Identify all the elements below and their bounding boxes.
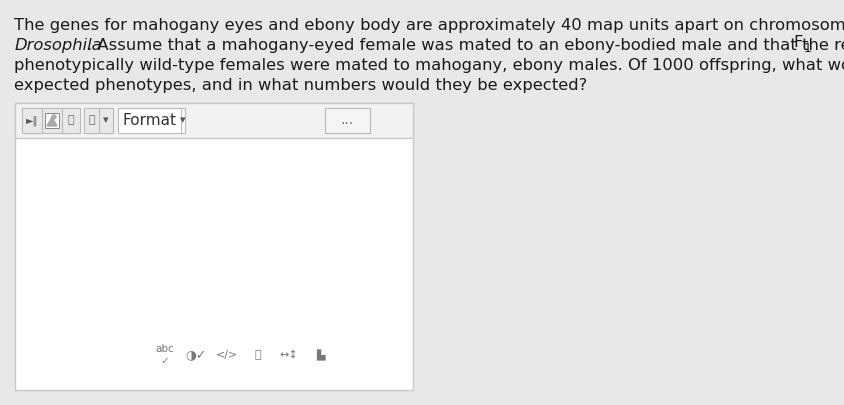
Bar (84, 108, 113, 133)
Bar (22, 108, 80, 133)
Bar (118, 108, 185, 133)
Text: ▾: ▾ (180, 115, 186, 126)
Bar (45, 113, 59, 128)
Text: phenotypically wild-type females were mated to mahogany, ebony males. Of 1000 of: phenotypically wild-type females were ma… (14, 58, 844, 73)
Text: expected phenotypes, and in what numbers would they be expected?: expected phenotypes, and in what numbers… (14, 78, 587, 93)
Text: 🔗: 🔗 (68, 115, 74, 126)
Text: ↔↕: ↔↕ (279, 350, 298, 360)
Text: ►‖: ►‖ (26, 115, 38, 126)
Text: ◑✓: ◑✓ (185, 348, 207, 362)
Text: . Assume that a mahogany-eyed female was mated to an ebony-bodied male and that : . Assume that a mahogany-eyed female was… (87, 38, 844, 53)
Text: F: F (792, 35, 802, 50)
Bar (15, 103, 413, 390)
Text: ▾: ▾ (103, 115, 109, 126)
Text: 🔍: 🔍 (254, 350, 261, 360)
Text: Drosophila: Drosophila (14, 38, 102, 53)
Text: ...: ... (340, 113, 354, 128)
Text: </>: </> (215, 350, 238, 360)
Text: Format: Format (122, 113, 176, 128)
Bar (181, 108, 185, 133)
Text: ⎙: ⎙ (48, 114, 56, 127)
Bar (325, 108, 370, 133)
Text: abc
✓: abc ✓ (155, 344, 174, 366)
Text: 🔗: 🔗 (88, 115, 95, 126)
Text: ▙: ▙ (316, 350, 324, 360)
Text: The genes for mahogany eyes and ebony body are approximately 40 map units apart : The genes for mahogany eyes and ebony bo… (14, 18, 844, 33)
Bar (15, 103, 413, 138)
Circle shape (52, 115, 56, 119)
Text: 1: 1 (803, 42, 811, 55)
Polygon shape (47, 117, 57, 126)
